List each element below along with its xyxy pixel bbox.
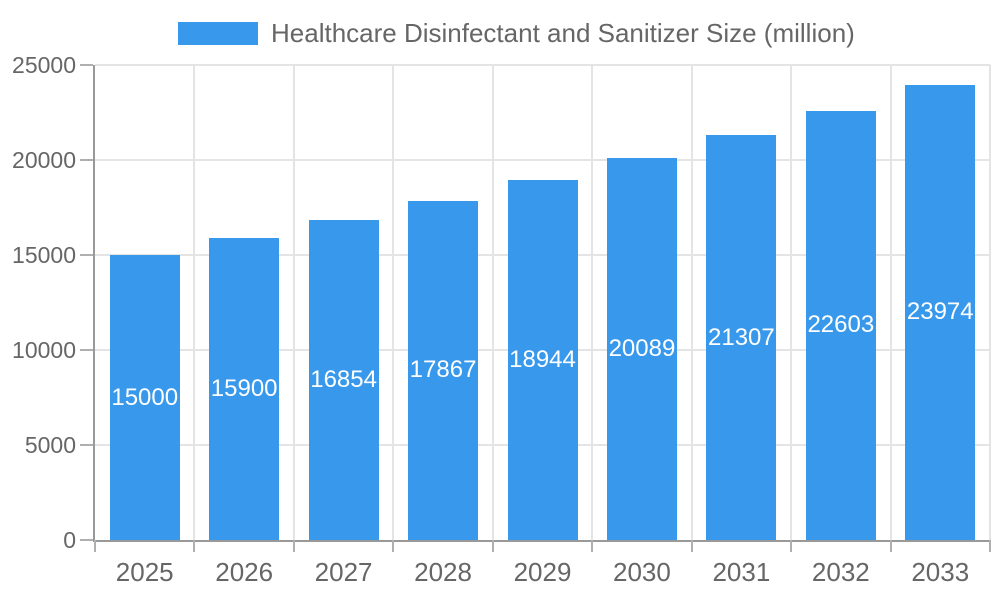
gridline-horizontal (95, 64, 990, 66)
bar-value-label: 18944 (509, 346, 576, 374)
bar-value-label: 20089 (608, 335, 676, 363)
gridline-vertical (690, 65, 693, 540)
y-axis-tick (80, 64, 93, 66)
y-axis-tick-label: 20000 (12, 147, 76, 173)
x-axis-tick (690, 540, 693, 552)
bar-2026: 15900 (209, 237, 280, 540)
x-axis-tick (94, 540, 96, 552)
x-axis-tick-label: 2029 (513, 557, 572, 587)
y-axis-tick (80, 444, 93, 446)
y-axis-tick-label: 25000 (12, 52, 76, 78)
y-axis-tick (80, 349, 93, 351)
x-axis-tick (889, 540, 892, 552)
x-axis-tick (392, 540, 395, 552)
x-axis-tick (491, 540, 494, 552)
gridline-vertical (790, 65, 793, 540)
bar-2029: 18944 (507, 180, 578, 540)
gridline-vertical (491, 65, 494, 540)
x-axis-tick (790, 540, 793, 552)
y-axis-tick-label: 0 (63, 527, 76, 553)
y-axis-line (93, 65, 95, 542)
gridline-horizontal (95, 159, 990, 161)
bar-2031: 21307 (706, 135, 777, 540)
y-axis-tick-label: 15000 (12, 242, 76, 268)
x-axis-tick-label: 2030 (613, 557, 671, 587)
chart-legend: Healthcare Disinfectant and Sanitizer Si… (178, 19, 855, 47)
x-axis-tick-label: 2031 (712, 557, 771, 587)
x-axis-tick-label: 2027 (314, 557, 373, 587)
legend-swatch (178, 21, 258, 45)
y-axis-tick (80, 254, 93, 256)
bar-2032: 22603 (805, 110, 876, 540)
bar-value-label: 17867 (409, 356, 477, 384)
bar-value-label: 15900 (210, 374, 278, 402)
bar-value-label: 15000 (111, 383, 179, 411)
x-axis-tick (292, 540, 295, 552)
bar-2033: 23974 (905, 84, 976, 540)
plot-area: 15000 15900 16854 17867 18944 20089 21307 22603… (95, 64, 991, 540)
bar-value-label: 21307 (708, 323, 775, 351)
x-axis-tick-label: 2025 (115, 557, 174, 587)
bar-value-label: 23974 (906, 298, 974, 326)
x-axis-tick (989, 540, 991, 552)
y-axis-tick-label: 5000 (24, 432, 76, 458)
bar-2025: 15000 (109, 255, 180, 540)
x-axis-tick-label: 2032 (811, 557, 870, 587)
bar-2028: 17867 (408, 200, 479, 540)
gridline-vertical (392, 65, 395, 540)
x-axis-line (93, 540, 990, 542)
gridline-vertical (292, 65, 295, 540)
legend-label: Healthcare Disinfectant and Sanitizer Si… (271, 18, 855, 48)
bar-value-label: 22603 (807, 311, 875, 339)
x-axis-tick-label: 2033 (911, 557, 970, 587)
x-axis-tick-label: 2026 (215, 557, 274, 587)
x-axis-tick-label: 2028 (414, 557, 472, 587)
gridline-vertical (889, 65, 892, 540)
gridline-vertical (989, 65, 991, 540)
y-axis-tick (80, 539, 93, 541)
bar-value-label: 16854 (310, 365, 377, 393)
gridline-vertical (193, 65, 196, 540)
y-axis-tick-label: 10000 (12, 337, 76, 363)
bar-2027: 16854 (308, 219, 379, 540)
y-axis-tick (80, 159, 93, 161)
x-axis-tick (193, 540, 196, 552)
bar-2030: 20089 (606, 158, 677, 540)
x-axis-tick (591, 540, 594, 552)
gridline-vertical (591, 65, 594, 540)
